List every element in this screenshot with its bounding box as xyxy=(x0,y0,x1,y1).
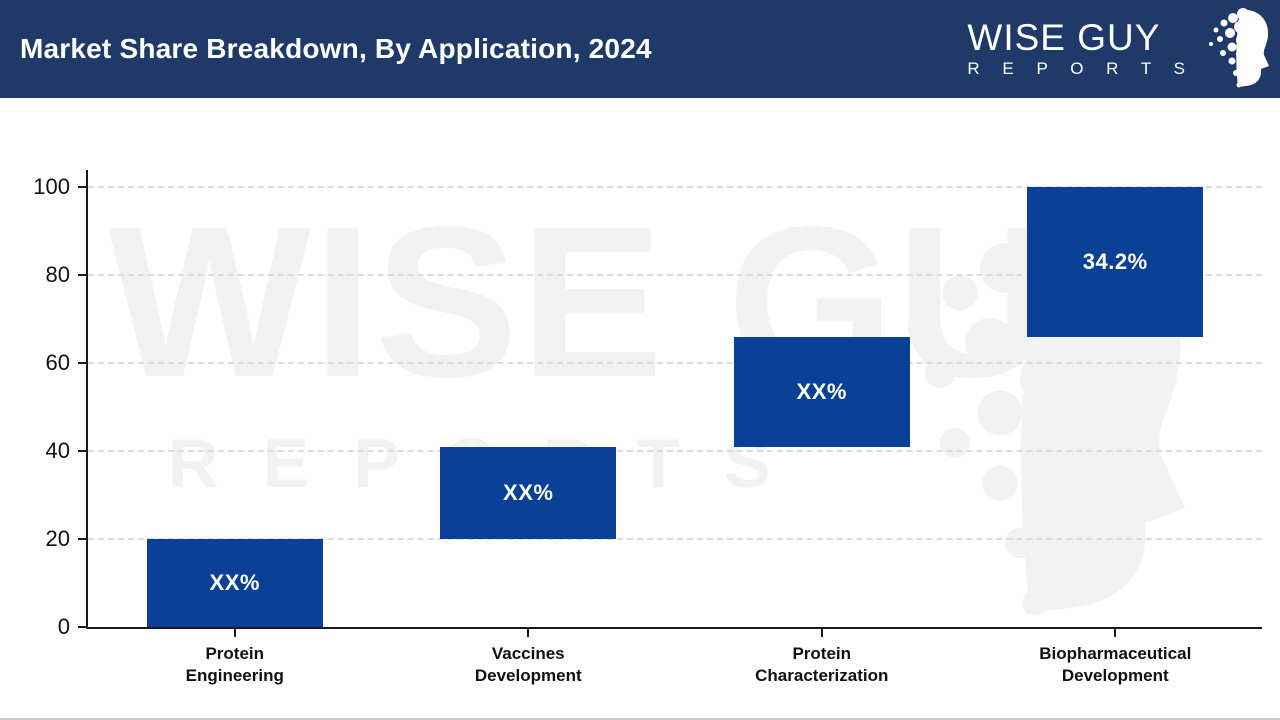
bar-segment: XX% xyxy=(440,446,617,539)
bar-segment: XX% xyxy=(733,337,910,447)
y-axis-tick-mark xyxy=(78,362,88,364)
category-label-line: Vaccines xyxy=(491,644,565,663)
y-axis-tick-mark xyxy=(78,274,88,276)
category-label-line: Biopharmaceutical xyxy=(1039,644,1192,663)
category-label-line: Characterization xyxy=(755,666,889,686)
y-axis-tick-label: 100 xyxy=(33,174,70,199)
bar-value-label: XX% xyxy=(209,570,260,595)
gridline-80 xyxy=(88,274,1262,276)
brand-subtitle: R E P O R T S xyxy=(967,59,1194,78)
x-axis-tick-mark xyxy=(233,629,236,637)
category-label: Protein Engineering xyxy=(88,643,382,687)
x-axis-tick-mark xyxy=(527,629,530,637)
category-label: Biopharmaceutical Development xyxy=(969,643,1263,687)
x-axis-tick-mark xyxy=(820,629,823,637)
gridline-20 xyxy=(88,538,1262,540)
gridline-100 xyxy=(88,186,1262,188)
y-axis-line xyxy=(86,170,88,629)
category-label-line: Development xyxy=(474,666,582,686)
brand-logo: WISE GUY R E P O R T S xyxy=(967,6,1272,92)
x-axis-tick-mark xyxy=(1114,629,1117,637)
bar-segment: XX% xyxy=(146,539,323,627)
brand-logo-text: WISE GUY R E P O R T S xyxy=(967,19,1194,79)
category-label-line: Protein xyxy=(205,644,265,663)
category-label: Vaccines Development xyxy=(382,643,676,687)
gridline-60 xyxy=(88,362,1262,364)
header-bar: Market Share Breakdown, By Application, … xyxy=(0,0,1280,98)
y-axis-tick-mark xyxy=(78,538,88,540)
category-label-line: Development xyxy=(1061,666,1169,686)
bar-value-label: XX% xyxy=(796,379,847,405)
bar-value-label: 34.2% xyxy=(1082,249,1148,275)
category-label-line: Protein xyxy=(792,644,852,663)
y-axis-tick-mark xyxy=(78,186,88,188)
brand-name: WISE GUY xyxy=(967,17,1161,58)
bar-segment: 34.2% xyxy=(1027,187,1204,338)
x-axis-line xyxy=(86,627,1262,629)
gridline-40 xyxy=(88,450,1262,452)
bar-value-label: XX% xyxy=(503,479,554,505)
y-axis-tick-label: 0 xyxy=(57,614,70,639)
category-label-line: Engineering xyxy=(185,666,284,686)
y-axis-tick-label: 80 xyxy=(45,262,70,287)
y-axis-tick-label: 20 xyxy=(45,526,70,551)
head-profile-icon xyxy=(1209,8,1269,88)
chart-title: Market Share Breakdown, By Application, … xyxy=(20,33,652,64)
y-axis-tick-label: 40 xyxy=(45,438,70,463)
y-axis-tick-label: 60 xyxy=(45,350,70,375)
y-axis-tick-mark xyxy=(78,626,88,628)
plot-area: 0 20 40 60 80 100 XX% Protein Engineering XX% Vacc… xyxy=(0,98,1280,718)
category-label: Protein Characterization xyxy=(675,643,969,687)
y-axis-tick-mark xyxy=(78,450,88,452)
